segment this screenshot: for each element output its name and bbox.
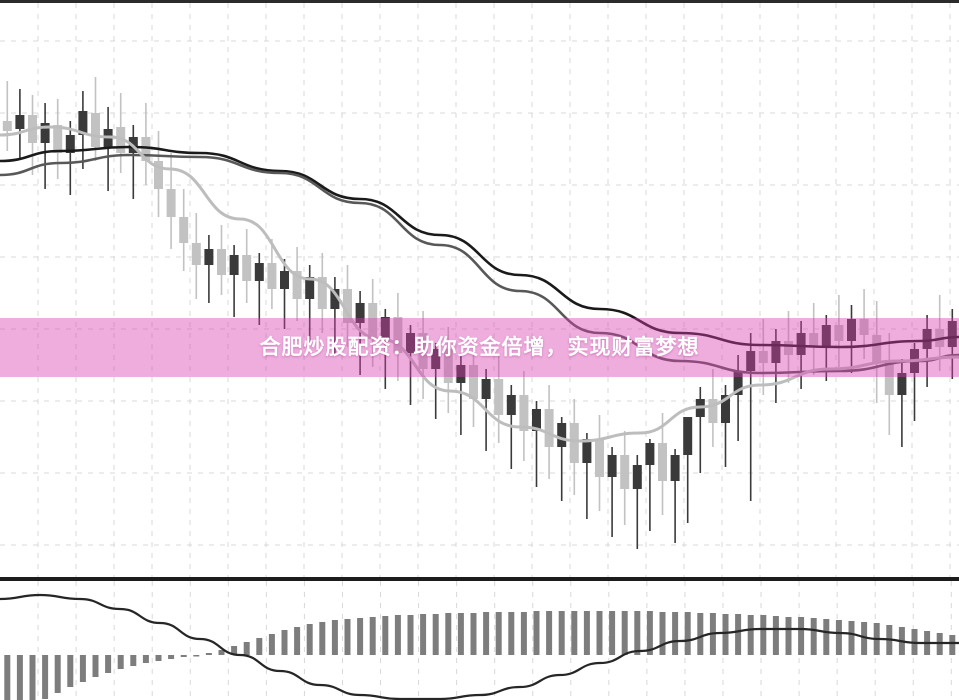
- price-candlestick-panel: [0, 3, 959, 577]
- chart-top-rule: [0, 0, 959, 3]
- promo-banner: 合肥炒股配资：助你资金倍增，实现财富梦想: [0, 318, 959, 377]
- macd-indicator-panel: [0, 581, 959, 700]
- candlestick-series: [0, 77, 959, 549]
- price-panel-gridlines: [0, 3, 959, 577]
- macd-series: [0, 593, 959, 700]
- panel-divider: [0, 577, 959, 581]
- promo-banner-text: 合肥炒股配资：助你资金倍增，实现财富梦想: [259, 336, 700, 359]
